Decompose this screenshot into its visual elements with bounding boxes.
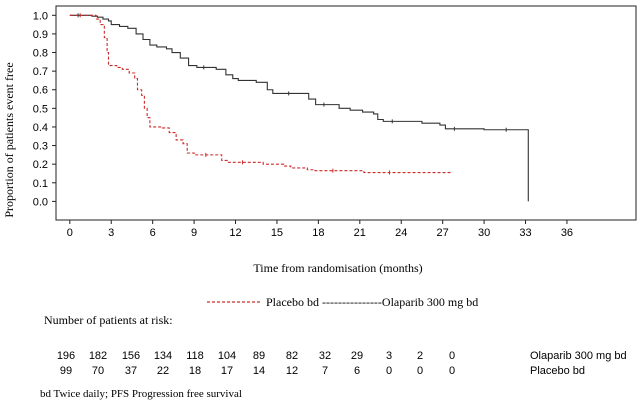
x-tick-label: 21 <box>354 227 366 239</box>
risk-table: 196 182 156 134 118 104 89 82 32 29 3 2 0 Olaparib 30… <box>57 350 627 377</box>
risk-cell-placebo: 99 <box>60 365 72 377</box>
risk-cell-placebo: 22 <box>157 365 169 377</box>
risk-cell-olaparib: 182 <box>89 350 107 362</box>
risk-cell-olaparib: 32 <box>319 350 331 362</box>
x-tick-label: 12 <box>229 227 241 239</box>
y-tick-label: 0.4 <box>33 122 48 134</box>
risk-row-label-olaparib: Olaparib 300 mg bd <box>530 350 627 362</box>
risk-cell-olaparib: 196 <box>57 350 75 362</box>
risk-cell-placebo: 37 <box>125 365 137 377</box>
x-tick-label: 18 <box>312 227 324 239</box>
risk-cell-olaparib: 118 <box>186 350 204 362</box>
y-tick-label: 0.3 <box>33 141 48 153</box>
risk-cell-placebo: 12 <box>286 365 298 377</box>
risk-cell-olaparib: 29 <box>351 350 363 362</box>
risk-cell-olaparib: 82 <box>286 350 298 362</box>
risk-cell-olaparib: 134 <box>154 350 172 362</box>
y-tick-label: 0.5 <box>33 103 48 115</box>
y-tick-label: 1.0 <box>33 10 48 22</box>
x-tick-label: 9 <box>191 227 197 239</box>
y-axis-label: Proportion of patients event free <box>2 62 16 217</box>
x-axis-label: Time from randomisation (months) <box>253 261 422 275</box>
x-tick-label: 0 <box>67 227 73 239</box>
x-tick-label: 6 <box>150 227 156 239</box>
risk-cell-placebo: 0 <box>386 365 392 377</box>
y-tick-label: 0.7 <box>33 66 48 78</box>
risk-cell-placebo: 14 <box>253 365 265 377</box>
y-tick-label: 0.1 <box>33 178 48 190</box>
risk-cell-olaparib: 3 <box>386 350 392 362</box>
x-tick-label: 15 <box>271 227 283 239</box>
risk-cell-placebo: 6 <box>354 365 360 377</box>
risk-cell-placebo: 0 <box>417 365 423 377</box>
risk-cell-placebo: 18 <box>189 365 201 377</box>
plot-frame <box>55 5 637 221</box>
risk-row-label-placebo: Placebo bd <box>530 365 585 377</box>
risk-cell-olaparib: 104 <box>218 350 236 362</box>
series-layer <box>69 13 529 202</box>
y-tick-label: 0.8 <box>33 48 48 60</box>
x-axis: 0 3 6 9 12 15 18 21 24 27 30 33 36 <box>67 220 573 239</box>
series-line-placebo <box>69 14 452 174</box>
risk-cell-placebo: 0 <box>449 365 455 377</box>
risk-cell-olaparib: 89 <box>253 350 265 362</box>
risk-cell-olaparib: 2 <box>417 350 423 362</box>
risk-cell-olaparib: 0 <box>449 350 455 362</box>
series-line-olaparib <box>69 14 529 202</box>
risk-cell-placebo: 17 <box>221 365 233 377</box>
risk-cell-placebo: 7 <box>322 365 328 377</box>
x-tick-label: 33 <box>519 227 531 239</box>
x-tick-label: 36 <box>561 227 573 239</box>
y-tick-label: 0.6 <box>33 85 48 97</box>
y-tick-label: 0.9 <box>33 29 48 41</box>
y-axis: 0.0 0.1 0.2 0.3 0.4 0.5 0.6 0.7 0.8 0.9 1.0 <box>33 10 56 208</box>
x-tick-label: 24 <box>395 227 407 239</box>
x-tick-label: 3 <box>108 227 114 239</box>
risk-table-header: Number of patients at risk: <box>44 313 173 327</box>
x-tick-label: 27 <box>437 227 449 239</box>
legend-text: Placebo bd ---------------Olaparib 300 m… <box>266 295 478 309</box>
x-tick-label: 30 <box>478 227 490 239</box>
risk-cell-placebo: 70 <box>92 365 104 377</box>
y-tick-label: 0.2 <box>33 159 48 171</box>
footnote: bd Twice daily; PFS Progression free sur… <box>40 388 242 400</box>
y-tick-label: 0.0 <box>33 196 48 208</box>
risk-cell-olaparib: 156 <box>122 350 140 362</box>
